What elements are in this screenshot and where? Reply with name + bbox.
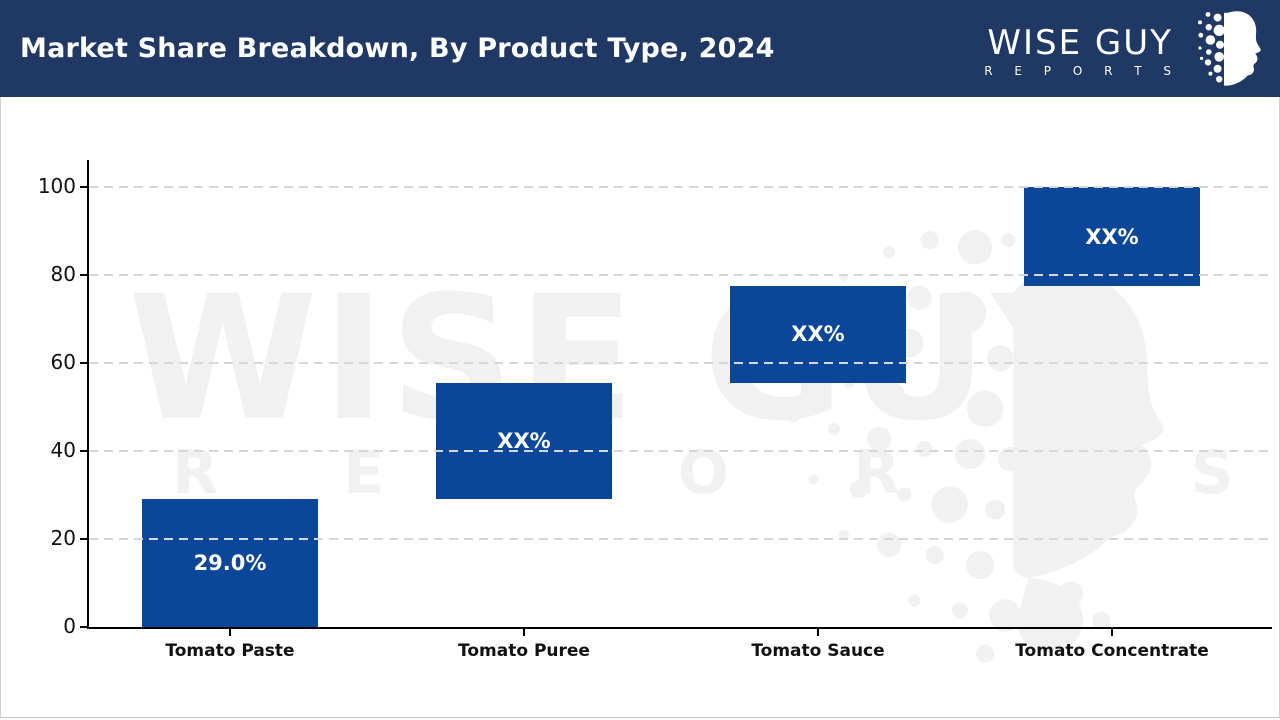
x-category-label: Tomato Sauce — [751, 641, 885, 661]
logo-wordmark: WISE GUY — [987, 23, 1173, 63]
x-category-label: Tomato Puree — [458, 641, 590, 661]
header: Market Share Breakdown, By Product Type,… — [0, 0, 1280, 97]
y-tick-mark — [80, 274, 87, 276]
x-category-label: Tomato Concentrate — [1015, 641, 1209, 661]
y-tick-label: 60 — [50, 350, 76, 374]
y-tick-mark — [80, 450, 87, 452]
gridline — [89, 450, 1272, 452]
bar: 29.0% — [142, 499, 318, 627]
bar: XX% — [436, 382, 612, 500]
gridline — [89, 538, 1272, 540]
x-tick-mark — [817, 629, 819, 636]
y-tick-label: 0 — [63, 614, 76, 638]
logo-text: WISE GUY R E P O R T S — [980, 26, 1180, 77]
x-tick-mark — [523, 629, 525, 636]
bar: XX% — [730, 286, 906, 383]
y-tick-mark — [80, 186, 87, 188]
bar: XX% — [1024, 187, 1200, 286]
gridline — [89, 362, 1272, 364]
y-axis-line — [87, 160, 89, 629]
watermark-subtitle: R E P O R T S — [172, 438, 1280, 508]
y-tick-label: 100 — [37, 174, 76, 198]
y-tick-mark — [80, 538, 87, 540]
x-axis-line — [87, 627, 1272, 629]
watermark-wordmark: WISE GUY — [128, 258, 1121, 459]
page-title: Market Share Breakdown, By Product Type,… — [20, 33, 775, 64]
y-tick-mark — [80, 626, 87, 628]
logo-head-icon — [1198, 10, 1261, 86]
gridline — [89, 274, 1272, 276]
bar-value-label: XX% — [1085, 224, 1139, 249]
y-tick-label: 20 — [50, 526, 76, 550]
bar-value-label: XX% — [791, 322, 845, 347]
bar-value-label: XX% — [497, 429, 551, 454]
gridline — [89, 186, 1272, 188]
y-tick-label: 40 — [50, 438, 76, 462]
wiseguy-logo: WISE GUY R E P O R T S — [980, 6, 1266, 92]
y-tick-mark — [80, 362, 87, 364]
x-tick-mark — [1111, 629, 1113, 636]
logo-subtitle: R E P O R T S — [984, 64, 1180, 78]
x-tick-mark — [229, 629, 231, 636]
y-tick-label: 80 — [50, 262, 76, 286]
x-category-label: Tomato Paste — [165, 641, 295, 661]
bar-value-label: 29.0% — [193, 551, 267, 576]
